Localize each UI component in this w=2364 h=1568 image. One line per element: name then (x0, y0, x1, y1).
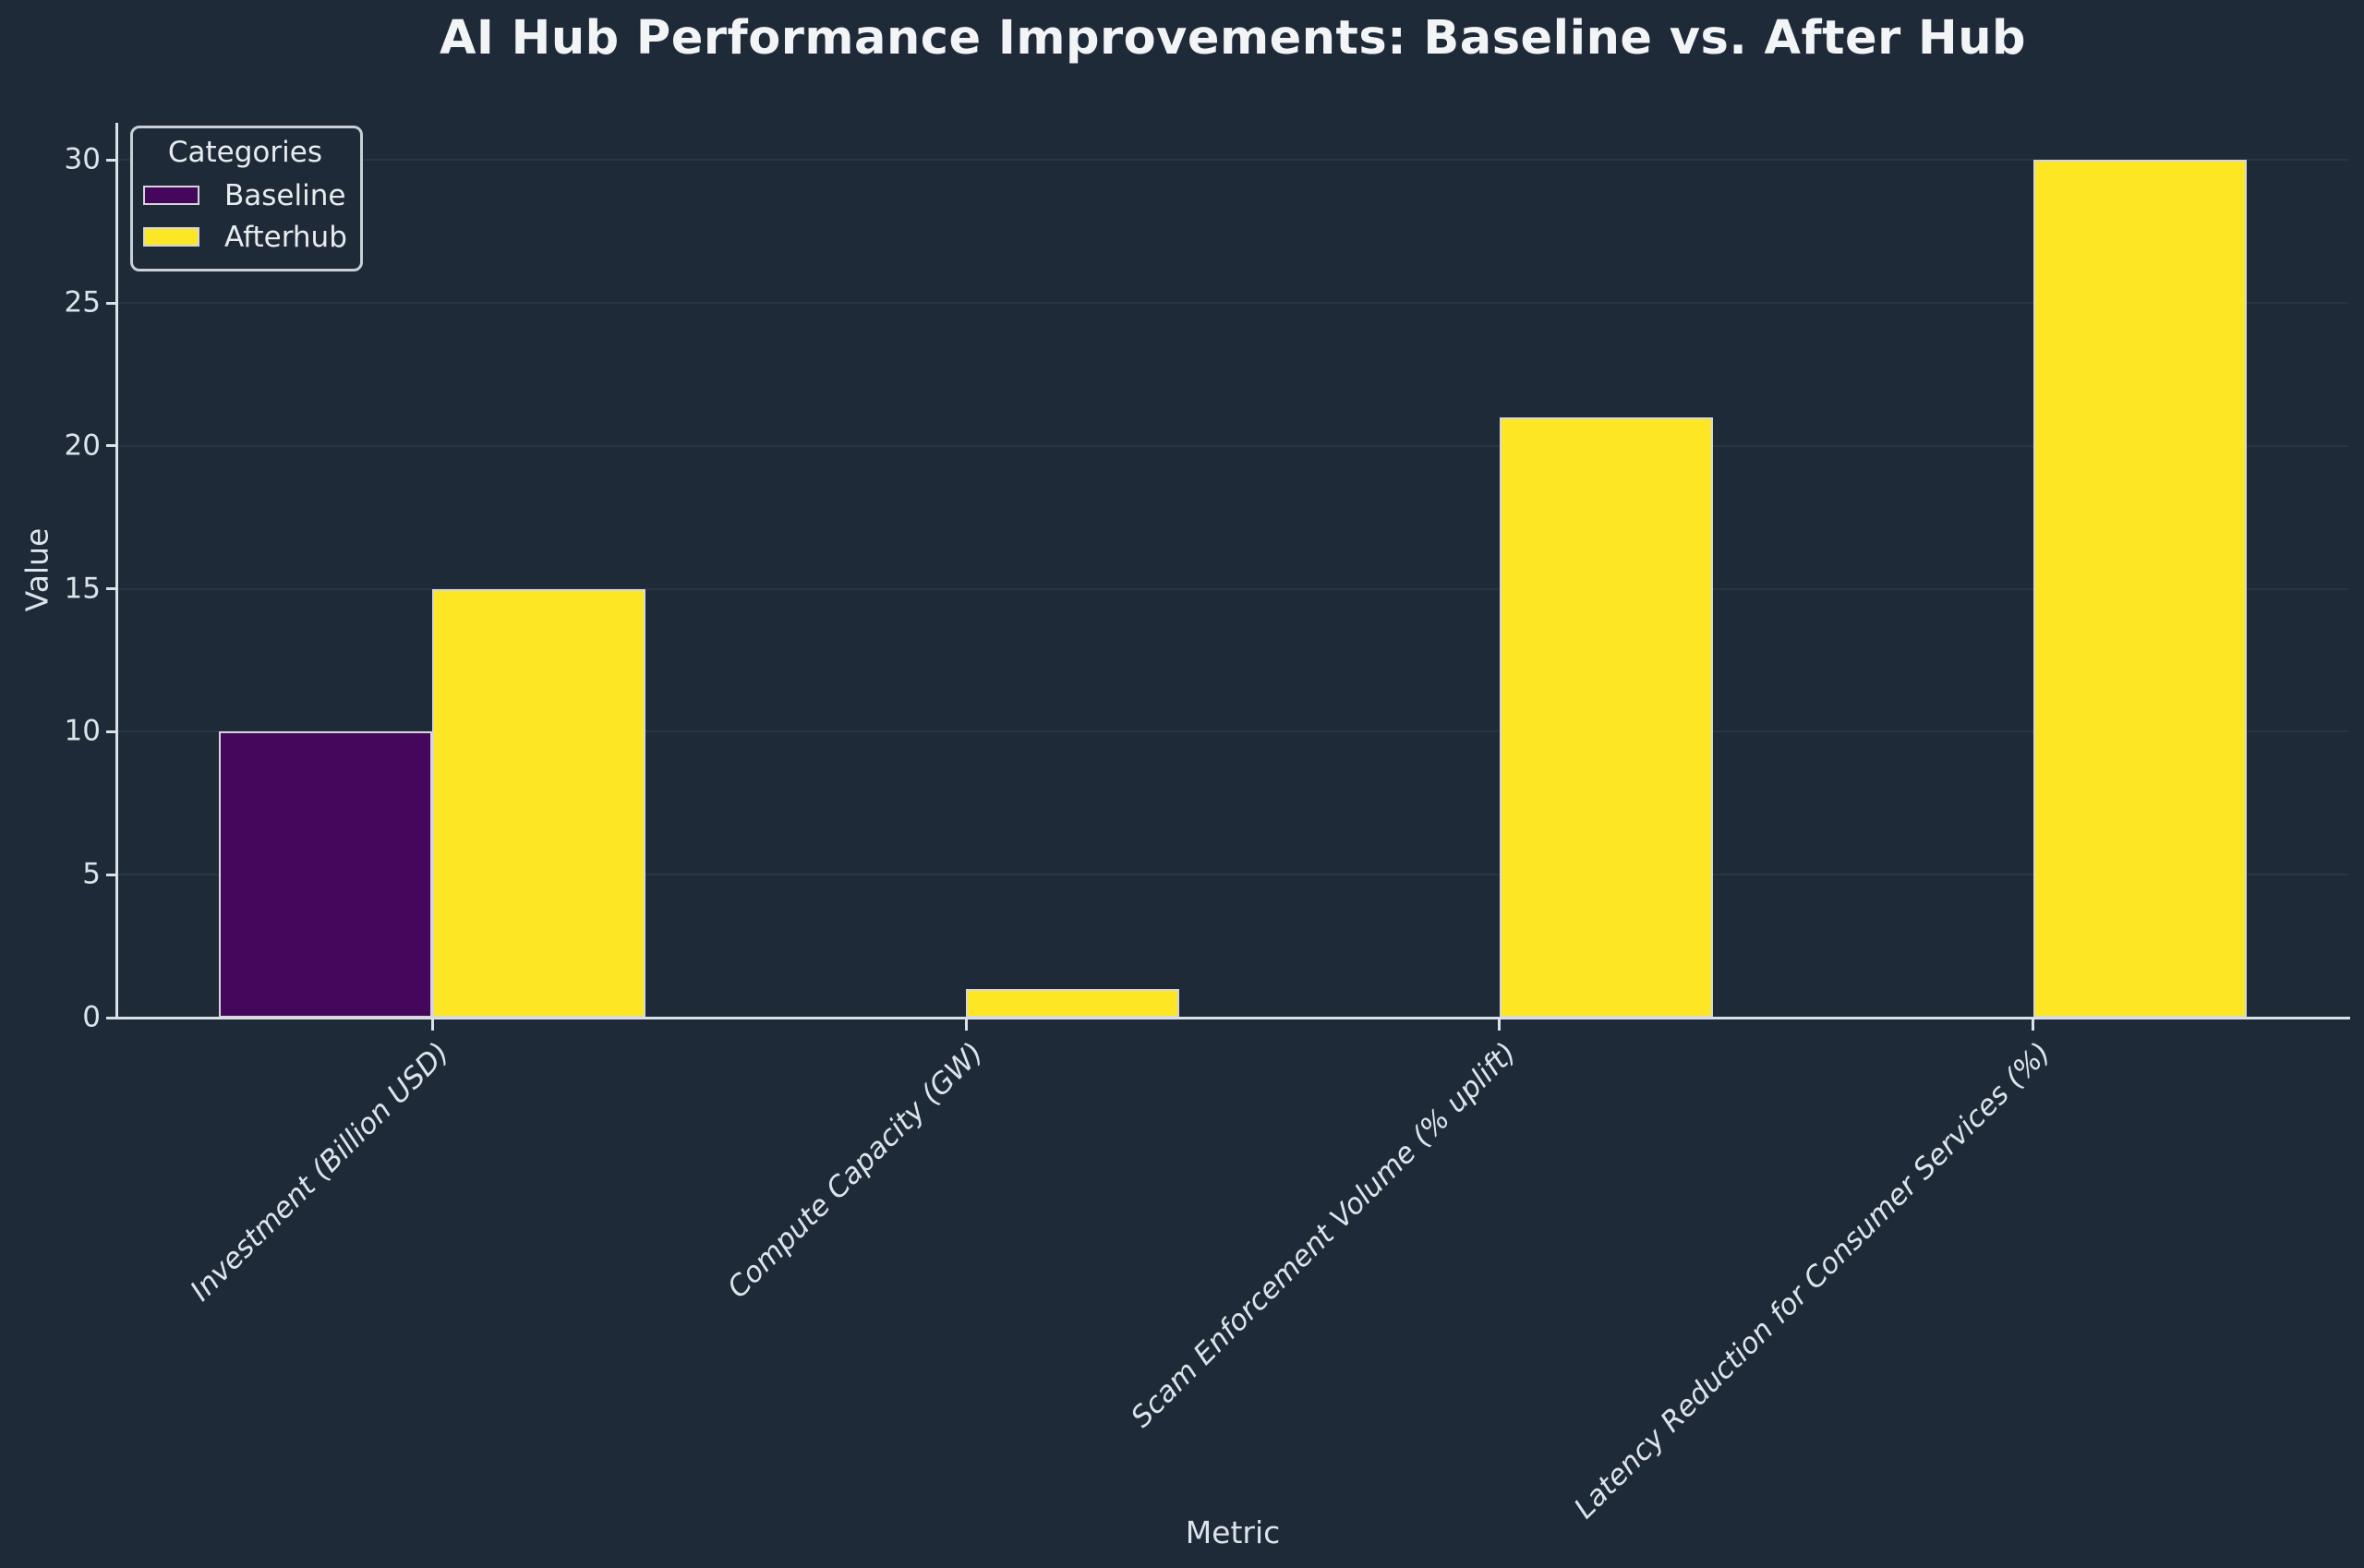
legend: Categories Baseline Afterhub (130, 126, 363, 271)
legend-title: Categories (167, 136, 322, 169)
y-tick-label-15: 15 (64, 571, 101, 605)
gridline-25 (117, 302, 2348, 305)
y-tick-20 (106, 444, 117, 448)
legend-label-baseline: Baseline (224, 178, 346, 212)
x-tick-label-1: Compute Capacity (GW) (720, 1036, 990, 1305)
x-tick-0 (430, 1019, 434, 1031)
bar-afterhub-1 (966, 989, 1180, 1018)
legend-swatch-baseline (143, 186, 199, 205)
x-axis-label: Metric (1185, 1514, 1281, 1550)
legend-entry-baseline: Baseline (143, 175, 347, 216)
legend-entry-afterhub: Afterhub (143, 216, 347, 258)
gridline-10 (117, 730, 2348, 733)
bar-baseline-0 (218, 731, 432, 1018)
x-tick-label-2: Scam Enforcement Volume (% uplift) (1125, 1036, 1524, 1435)
y-tick-25 (106, 301, 117, 305)
bar-afterhub-2 (1499, 416, 1714, 1018)
bar-afterhub-0 (432, 588, 646, 1018)
y-axis-label: Value (18, 527, 55, 612)
y-tick-0 (106, 1016, 117, 1019)
y-tick-label-5: 5 (82, 857, 101, 891)
x-tick-1 (964, 1019, 968, 1031)
x-axis-spine (115, 1017, 2350, 1019)
bar-afterhub-3 (2032, 160, 2248, 1018)
y-axis-spine (115, 123, 118, 1019)
legend-swatch-afterhub (143, 227, 199, 247)
y-tick-label-25: 25 (64, 285, 101, 320)
y-tick-15 (106, 587, 117, 591)
y-tick-label-10: 10 (64, 714, 101, 748)
y-tick-10 (106, 730, 117, 733)
x-tick-3 (2032, 1019, 2035, 1031)
chart-title: AI Hub Performance Improvements: Baselin… (439, 11, 2027, 66)
y-tick-label-30: 30 (64, 142, 101, 176)
gridline-15 (117, 587, 2348, 590)
legend-label-afterhub: Afterhub (224, 220, 347, 254)
y-tick-5 (106, 873, 117, 876)
y-tick-label-20: 20 (64, 428, 101, 463)
y-tick-label-0: 0 (82, 1000, 101, 1034)
x-tick-label-0: Investment (Billion USD) (184, 1036, 456, 1309)
y-tick-30 (106, 158, 117, 162)
x-tick-label-3: Latency Reduction for Consumer Services … (1567, 1036, 2057, 1526)
gridline-5 (117, 874, 2348, 876)
gridline-30 (117, 159, 2348, 162)
gridline-20 (117, 444, 2348, 447)
plot-area: 0 5 10 15 20 25 30 Investment (Billion USD) Comp… (65, 123, 2350, 1526)
x-tick-2 (1498, 1019, 1502, 1031)
